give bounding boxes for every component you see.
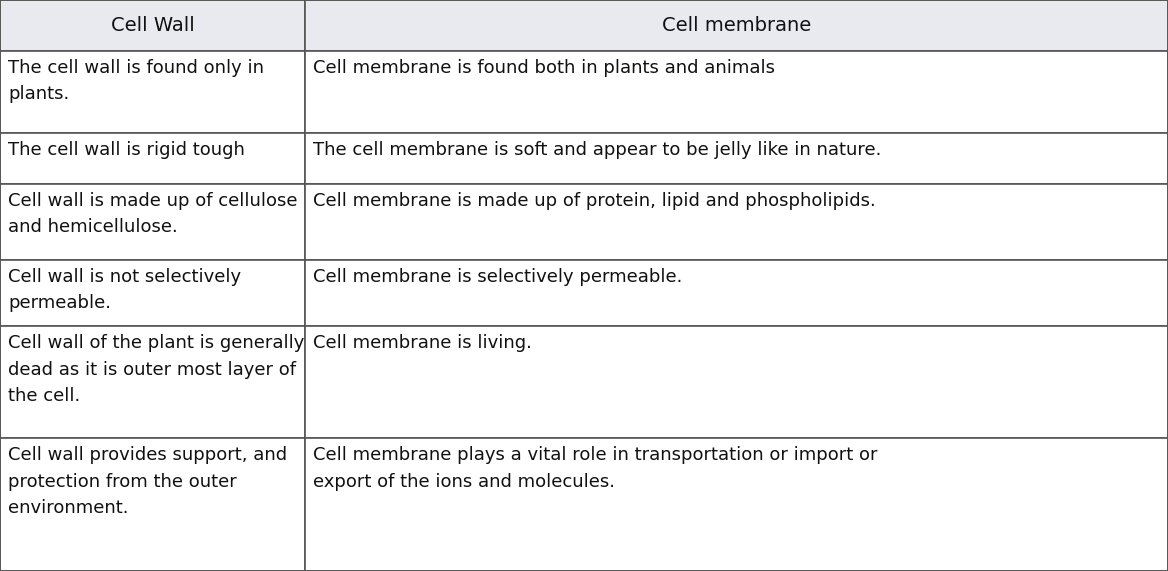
Bar bbox=[0, 183, 305, 260]
Text: Cell wall is made up of cellulose
and hemicellulose.: Cell wall is made up of cellulose and he… bbox=[8, 191, 298, 236]
Bar bbox=[305, 260, 1168, 326]
Text: Cell membrane is selectively permeable.: Cell membrane is selectively permeable. bbox=[313, 268, 682, 286]
Bar bbox=[0, 260, 305, 326]
Bar bbox=[305, 183, 1168, 260]
Text: Cell membrane is found both in plants and animals: Cell membrane is found both in plants an… bbox=[313, 59, 776, 77]
Bar bbox=[305, 439, 1168, 571]
Text: Cell membrane is made up of protein, lipid and phospholipids.: Cell membrane is made up of protein, lip… bbox=[313, 191, 876, 210]
Text: Cell membrane: Cell membrane bbox=[662, 16, 811, 35]
Text: Cell wall is not selectively
permeable.: Cell wall is not selectively permeable. bbox=[8, 268, 241, 312]
Bar bbox=[305, 51, 1168, 132]
Text: The cell membrane is soft and appear to be jelly like in nature.: The cell membrane is soft and appear to … bbox=[313, 140, 882, 159]
Bar bbox=[305, 326, 1168, 439]
Bar bbox=[305, 132, 1168, 183]
Bar bbox=[305, 0, 1168, 51]
Text: The cell wall is rigid tough: The cell wall is rigid tough bbox=[8, 140, 245, 159]
Text: Cell membrane is living.: Cell membrane is living. bbox=[313, 334, 531, 352]
Text: Cell membrane plays a vital role in transportation or import or
export of the io: Cell membrane plays a vital role in tran… bbox=[313, 447, 877, 491]
Text: Cell wall provides support, and
protection from the outer
environment.: Cell wall provides support, and protecti… bbox=[8, 447, 287, 517]
Bar bbox=[0, 439, 305, 571]
Bar bbox=[0, 0, 305, 51]
Text: The cell wall is found only in
plants.: The cell wall is found only in plants. bbox=[8, 59, 264, 103]
Text: Cell Wall: Cell Wall bbox=[111, 16, 194, 35]
Bar bbox=[0, 51, 305, 132]
Bar bbox=[0, 132, 305, 183]
Bar bbox=[0, 326, 305, 439]
Text: Cell wall of the plant is generally
dead as it is outer most layer of
the cell.: Cell wall of the plant is generally dead… bbox=[8, 334, 305, 405]
